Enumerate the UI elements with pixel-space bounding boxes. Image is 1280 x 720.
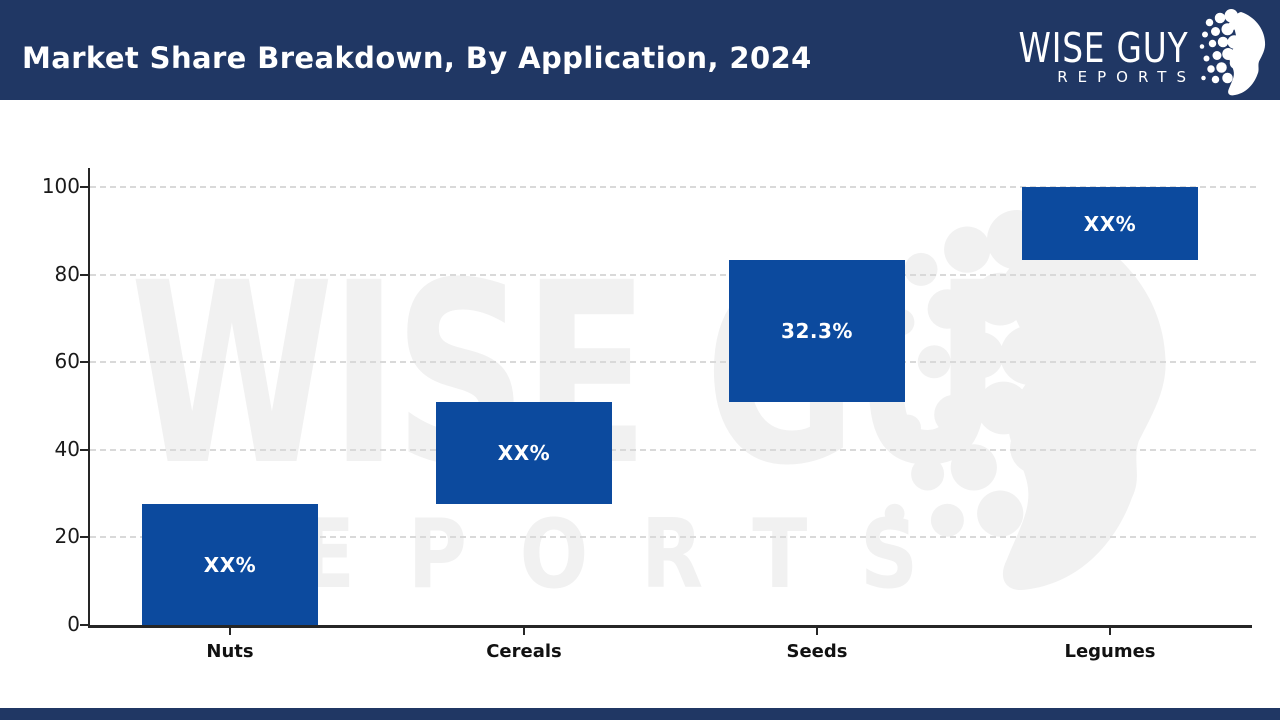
- x-axis-tick-mark: [816, 628, 818, 635]
- y-axis-tick-mark: [80, 186, 88, 188]
- bar-nuts: XX%: [142, 504, 318, 625]
- gridline-100: [90, 186, 1256, 188]
- y-axis-tick-mark: [80, 273, 88, 276]
- gridline-20: [90, 536, 1256, 539]
- y-axis-tick-label: 80: [54, 261, 80, 286]
- y-axis-tick-label: 20: [54, 524, 80, 549]
- y-axis-tick-label: 40: [54, 436, 80, 461]
- x-axis-tick-mark: [1109, 628, 1111, 635]
- y-axis-tick-mark: [80, 448, 88, 451]
- y-axis-tick-mark: [80, 361, 88, 364]
- gridline-40: [90, 448, 1256, 451]
- x-axis-tick-mark: [229, 628, 231, 635]
- logo-wiseguy-text: WISE GUY: [1018, 24, 1188, 72]
- y-axis-line: [88, 168, 90, 627]
- y-axis-tick-mark: [80, 624, 88, 626]
- x-axis-category-label: Seeds: [786, 641, 848, 662]
- bar-cereals: XX%: [436, 401, 612, 505]
- bar-legumes: XX%: [1022, 187, 1198, 261]
- x-axis-tick-mark: [523, 628, 525, 635]
- x-axis-line: [88, 625, 1252, 628]
- header-bar: Market Share Breakdown, By Application, …: [0, 0, 1280, 100]
- bar-value-label: XX%: [203, 552, 257, 577]
- footer-bar: [0, 708, 1280, 720]
- gridline-80: [90, 273, 1256, 276]
- bar-value-label: XX%: [1083, 211, 1137, 236]
- x-axis-category-label: Nuts: [206, 641, 254, 662]
- logo-reports-text: REPORTS: [1057, 68, 1196, 86]
- y-axis-tick-label: 100: [41, 174, 80, 198]
- y-axis-tick-label: 60: [54, 349, 80, 374]
- x-axis-category-label: Cereals: [486, 641, 562, 662]
- bar-value-label: 32.3%: [781, 318, 853, 343]
- bar-seeds: 32.3%: [729, 260, 905, 402]
- x-axis-category-label: Legumes: [1064, 641, 1156, 662]
- y-axis-tick-mark: [80, 536, 88, 539]
- gridline-60: [90, 361, 1256, 364]
- bar-value-label: XX%: [497, 440, 551, 465]
- chart-title: Market Share Breakdown, By Application, …: [22, 41, 812, 75]
- wise-guy-reports-logo: WISE GUY REPORTS: [988, 4, 1274, 98]
- y-axis-tick-label: 0: [67, 612, 80, 636]
- logo-dotted-head-icon: [1199, 9, 1266, 96]
